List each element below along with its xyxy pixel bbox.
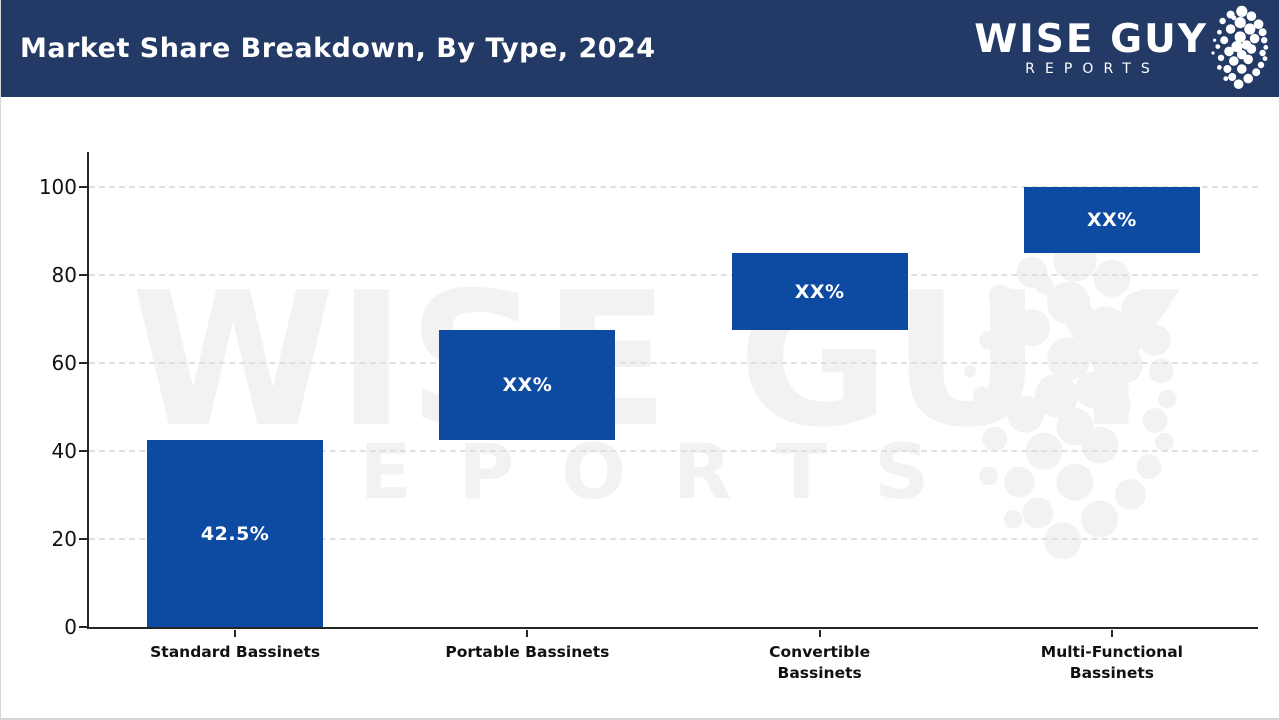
y-tick-label-0: 0 <box>64 615 77 639</box>
chart-title: Market Share Breakdown, By Type, 2024 <box>20 33 656 64</box>
logo-wordmark: WISE GUY REPORTS <box>974 16 1208 78</box>
bar-multi-functional-bassinets: XX% <box>1023 187 1200 253</box>
bar-value-label: XX% <box>502 374 553 396</box>
y-tick-mark-40 <box>79 450 88 452</box>
y-tick-label-20: 20 <box>51 527 77 551</box>
gridline-80 <box>89 274 1258 276</box>
y-tick-mark-60 <box>79 362 88 364</box>
y-axis-spine <box>87 152 89 629</box>
y-tick-label-60: 60 <box>51 351 77 375</box>
bar-portable-bassinets: XX% <box>439 330 616 440</box>
x-tick-mark-1 <box>526 630 529 637</box>
chart-plot-area: WISE GUY REPORTS 0 20 40 60 80 100 42.5% Standa… <box>1 97 1279 718</box>
header-bar: Market Share Breakdown, By Type, 2024 WI… <box>1 0 1279 97</box>
y-tick-mark-100 <box>79 186 88 188</box>
bar-convertible-bassinets: XX% <box>731 253 908 330</box>
x-axis-spine <box>87 627 1258 629</box>
gridline-40 <box>89 450 1258 452</box>
logo-line-wise-guy: WISE GUY <box>974 16 1208 62</box>
bar-value-label: 42.5% <box>200 522 270 545</box>
x-tick-mark-0 <box>234 630 237 637</box>
logo-head-dots-icon <box>1211 5 1269 89</box>
x-tick-label-2: Convertible Bassinets <box>769 643 871 682</box>
gridline-20 <box>89 538 1258 540</box>
gridline-60 <box>89 362 1258 364</box>
x-tick-label-1: Portable Bassinets <box>445 643 610 661</box>
watermark-head-dots-icon <box>957 238 1177 560</box>
y-tick-mark-80 <box>79 274 88 276</box>
wise-guy-reports-logo: WISE GUY REPORTS <box>974 5 1272 93</box>
bar-value-label: XX% <box>1086 209 1137 231</box>
y-tick-label-80: 80 <box>51 263 77 287</box>
x-tick-label-0: Standard Bassinets <box>150 643 321 661</box>
gridline-100 <box>89 186 1258 188</box>
y-tick-label-100: 100 <box>38 175 77 199</box>
x-tick-label-3: Multi-Functional Bassinets <box>1040 643 1183 682</box>
logo-line-reports: REPORTS <box>1025 61 1160 78</box>
x-tick-mark-2 <box>818 630 821 637</box>
y-tick-mark-0 <box>79 626 88 628</box>
x-tick-mark-3 <box>1110 630 1113 637</box>
y-tick-label-40: 40 <box>51 439 77 463</box>
bar-value-label: XX% <box>794 280 845 303</box>
bar-standard-bassinets: 42.5% <box>147 440 324 627</box>
watermark-reports-text: REPORTS <box>253 427 977 516</box>
y-tick-mark-20 <box>79 538 88 540</box>
